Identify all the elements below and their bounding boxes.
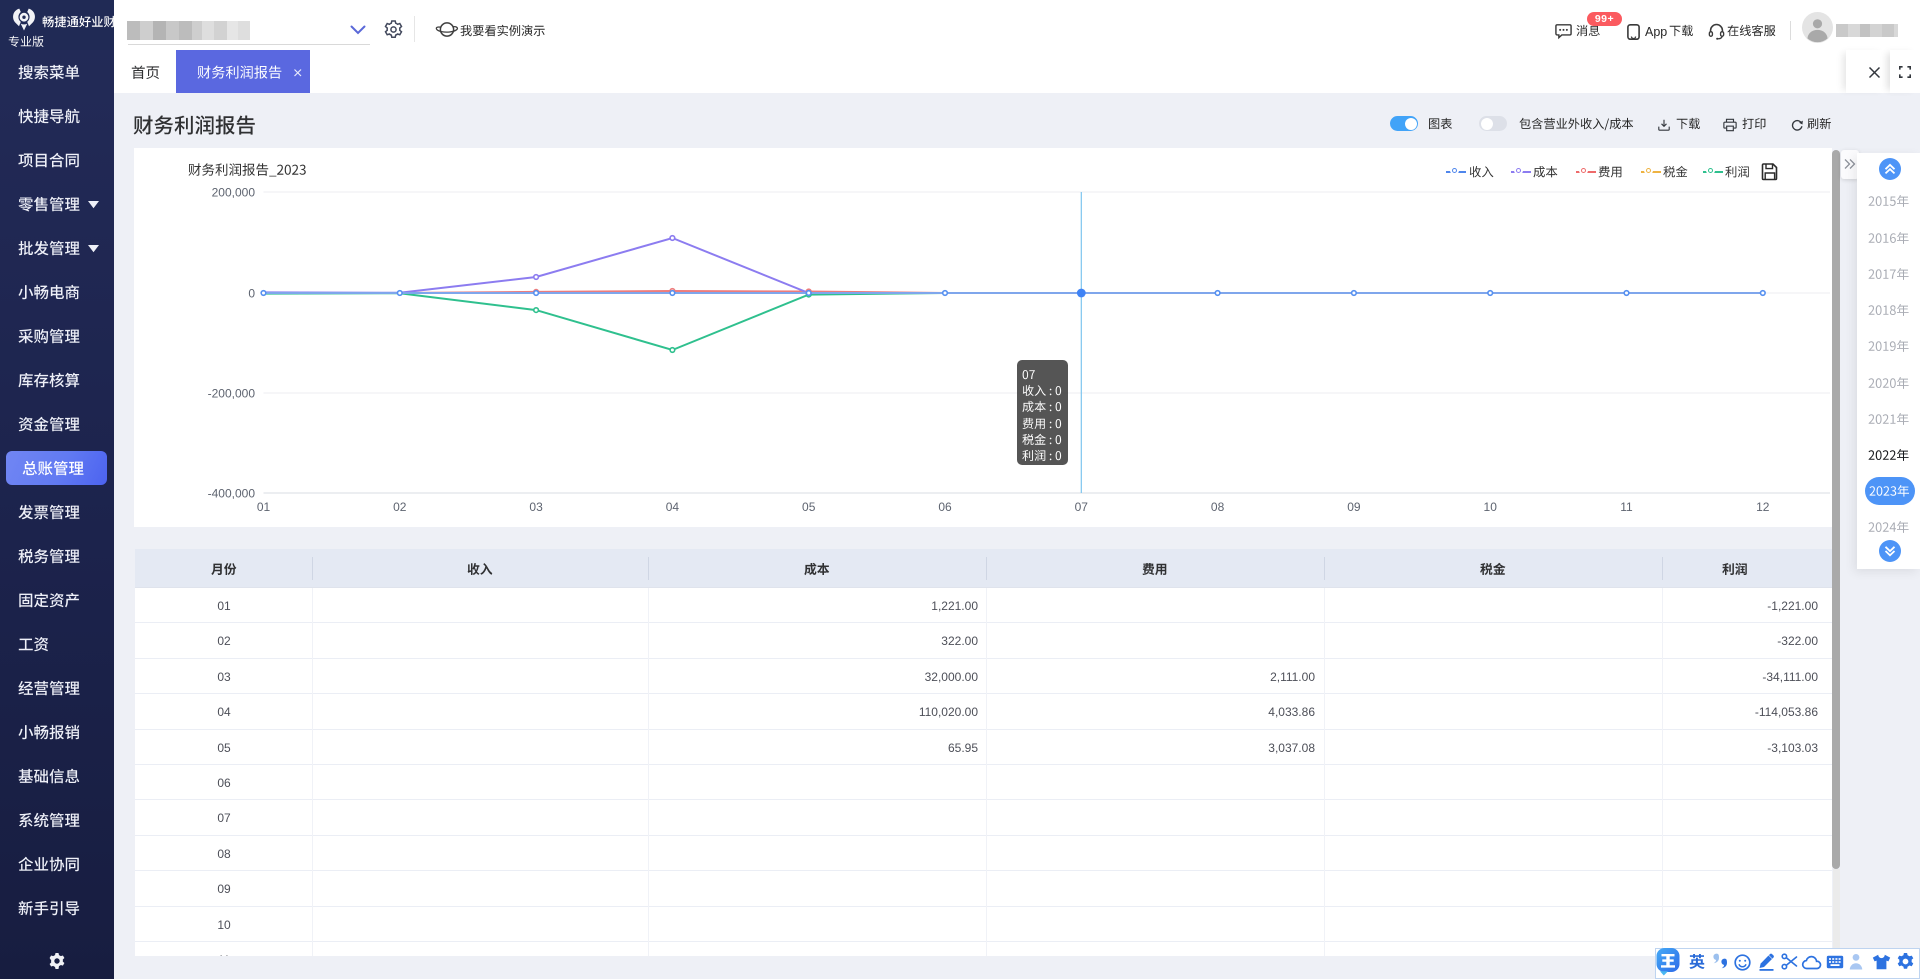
- svg-text:06: 06: [938, 500, 952, 514]
- svg-text:02: 02: [393, 500, 407, 514]
- svg-text:12: 12: [1756, 500, 1770, 514]
- svg-text:11: 11: [1620, 500, 1633, 514]
- svg-text:08: 08: [1211, 500, 1225, 514]
- svg-text:0: 0: [248, 287, 255, 301]
- svg-text:05: 05: [802, 500, 816, 514]
- svg-text:07: 07: [1075, 500, 1089, 514]
- svg-text:-400,000: -400,000: [208, 487, 256, 501]
- svg-text:09: 09: [1347, 500, 1361, 514]
- svg-text:04: 04: [666, 500, 680, 514]
- svg-text:01: 01: [257, 500, 271, 514]
- svg-text:03: 03: [529, 500, 543, 514]
- svg-text:-200,000: -200,000: [208, 387, 256, 401]
- svg-text:10: 10: [1484, 500, 1498, 514]
- svg-text:200,000: 200,000: [212, 186, 256, 200]
